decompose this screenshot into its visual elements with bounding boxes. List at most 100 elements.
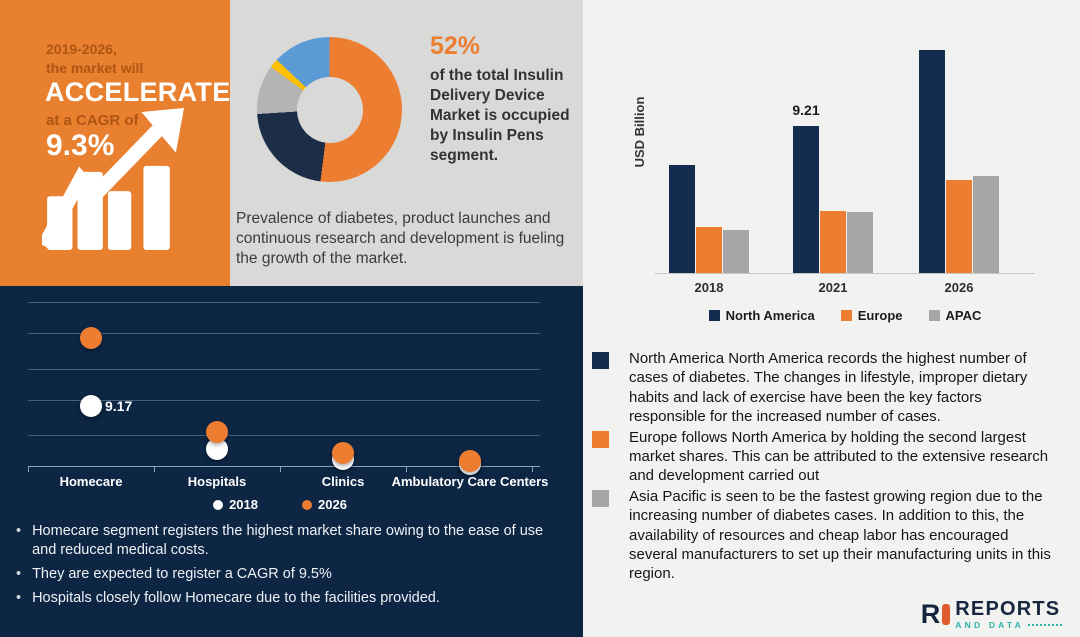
region-insight-item-1: Europe follows North America by holding …: [592, 428, 1058, 486]
accelerate-headline: ACCELERATE: [45, 77, 231, 107]
axis-tick-1: [154, 467, 155, 472]
dot-clinics-2026: [332, 441, 354, 464]
logo-r-glyph: R: [920, 598, 941, 629]
bar-2021-europe: [820, 210, 846, 273]
dot-homecare-2026: [80, 327, 102, 349]
bar-data-label: 9.21: [792, 102, 820, 119]
bar-2026-apac: [973, 175, 999, 273]
segment-donut-chart: [257, 37, 402, 182]
bar-2018-apac: [723, 229, 749, 273]
bullet-marker: •: [16, 566, 22, 582]
legend-label: North America: [725, 308, 815, 323]
legend-swatch: [708, 310, 720, 321]
regional-panel: USD Billion 2018 2021 2026 9.21 North Ameri…: [583, 0, 1080, 637]
bar-2018-north-america: [669, 164, 695, 273]
dot-legend-swatch: [213, 499, 224, 510]
logo-wave-icon: [1028, 623, 1062, 626]
logo-text: REPORTS AND DATA: [955, 599, 1062, 630]
legend-item-europe: Europe: [840, 308, 903, 323]
cagr-value: 9.3%: [46, 129, 115, 162]
category-label-hospitals: Hospitals: [187, 474, 247, 489]
bar-group-2026: 2026: [919, 45, 999, 295]
forecast-period-line2: the market will: [46, 60, 144, 76]
segment-bullet-text: Homecare segment registers the highest m…: [32, 523, 544, 558]
bar-2026-europe: [946, 180, 972, 273]
segment-share-panel: 52% of the total Insulin Delivery Device…: [230, 0, 583, 286]
forecast-period-line1: 2019-2026,: [46, 41, 117, 57]
insulin-pens-share-stat: 52%: [430, 32, 481, 60]
region-legend-swatch-1: [592, 430, 609, 448]
forecast-period: 2019-2026, the market will: [46, 40, 143, 78]
segment-bullet-list: • Homecare segment registers the highest …: [16, 522, 564, 613]
axis-tick-4: [532, 467, 533, 472]
region-insight-text-2: Asia Pacific is seen to be the fastest g…: [629, 487, 1051, 583]
bar-chart-y-axis-label: USD Billion: [632, 96, 647, 168]
bar-2021-apac: [847, 212, 873, 273]
axis-tick-0: [28, 467, 29, 472]
dot-data-label: 9.17: [105, 397, 133, 414]
bar-axis-tick-2026: 2026: [944, 280, 974, 295]
gridline-4: [28, 435, 540, 436]
bar-group-2021: 2021: [793, 45, 873, 295]
growth-arrow-icon: [42, 108, 184, 250]
bar-chart-legend: North America Europe APAC: [655, 308, 1035, 323]
end-use-panel: Homecare Hospitals Clinics Ambulatory Care …: [0, 286, 583, 637]
regional-bar-chart: 2018 2021 2026 9.21: [655, 45, 1035, 295]
segment-bullet-1: • They are expected to register a CAGR of…: [16, 565, 564, 584]
gridline-2: [28, 369, 540, 370]
category-label-clinics: Clinics: [321, 474, 365, 489]
bullet-marker: •: [16, 590, 22, 606]
bar-axis-tick-2021: 2021: [818, 280, 848, 295]
dot-hospitals-2018: [206, 437, 228, 460]
legend-label: APAC: [945, 308, 982, 323]
dot-hospitals-2026: [206, 420, 228, 443]
gridline-1: [28, 333, 540, 334]
dot-legend-item-2018: 2018: [213, 497, 258, 512]
market-growth-note: Prevalence of diabetes, product launches…: [236, 210, 565, 267]
region-insight-text-1: Europe follows North America by holding …: [629, 428, 1049, 485]
legend-item-apac: APAC: [928, 308, 982, 323]
dot-homecare-2018: [80, 394, 102, 417]
dot-legend-label: 2018: [229, 497, 258, 512]
dot-legend-swatch: [302, 499, 312, 510]
axis-tick-2: [280, 467, 281, 472]
region-insight-item-2: Asia Pacific is seen to be the fastest g…: [592, 487, 1058, 584]
category-label-homecare: Homecare: [59, 474, 123, 489]
bar-2026-north-america: [919, 49, 945, 273]
axis-tick-3: [406, 467, 407, 472]
gridline-0: [28, 302, 540, 303]
dot-ambulatory-care-centers-2026: [459, 449, 481, 472]
region-legend-swatch-2: [592, 489, 609, 507]
legend-swatch: [840, 310, 852, 321]
reports-and-data-logo: R REPORTS AND DATA: [921, 599, 1062, 630]
region-insight-text-0: North America North America records the …: [629, 350, 1028, 426]
region-insight-item-0: North America North America records the …: [592, 349, 1058, 427]
logo-name-top: REPORTS: [955, 597, 1061, 620]
segment-bullet-text: They are expected to register a CAGR of …: [32, 566, 332, 582]
region-legend-swatch-0: [592, 352, 609, 369]
legend-label: Europe: [857, 308, 903, 323]
bullet-marker: •: [16, 523, 22, 539]
accelerate-panel: 2019-2026, the market will ACCELERATE at…: [0, 0, 230, 286]
segment-bullet-0: • Homecare segment registers the highest …: [16, 522, 564, 560]
bar-group-2018: 2018: [669, 45, 749, 295]
bar-2021-north-america: [793, 126, 819, 273]
category-label-ambulatory-care-centers: Ambulatory Care Centers: [391, 474, 549, 489]
logo-name-bottom: AND DATA: [955, 619, 1024, 630]
cagr-label: at a CAGR of: [46, 112, 139, 129]
legend-item-north-america: North America: [708, 308, 815, 323]
logo-orange-bar: [942, 603, 951, 625]
bar-2018-europe: [696, 226, 722, 273]
segment-bullet-2: • Hospitals closely follow Homecare due t…: [16, 589, 564, 608]
dot-plot-legend: 2018 2026: [100, 497, 460, 512]
dot-legend-item-2026: 2026: [302, 497, 347, 512]
logo-name-bottom-row: AND DATA: [955, 619, 1062, 630]
legend-swatch: [928, 310, 940, 321]
bar-axis-tick-2018: 2018: [694, 280, 724, 295]
segment-bullet-text: Hospitals closely follow Homecare due to…: [32, 590, 440, 606]
regional-insights-list: North America North America records the …: [592, 349, 1058, 585]
dot-legend-label: 2026: [318, 497, 347, 512]
gridline-3: [28, 400, 540, 401]
logo-mark: R: [920, 598, 951, 629]
